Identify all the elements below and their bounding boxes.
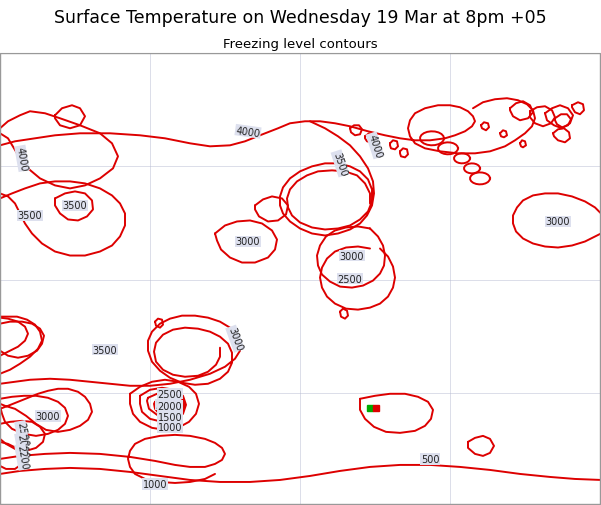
Text: 1500: 1500 — [157, 412, 182, 422]
Text: 3000: 3000 — [226, 326, 244, 352]
Text: 4000: 4000 — [235, 125, 261, 139]
Text: 3500: 3500 — [17, 211, 42, 221]
Text: 2200: 2200 — [15, 444, 29, 470]
Text: 3500: 3500 — [63, 201, 87, 211]
Text: 2000: 2000 — [15, 433, 29, 459]
Text: 1000: 1000 — [143, 479, 167, 489]
Text: 3000: 3000 — [546, 217, 570, 227]
Text: 3000: 3000 — [156, 400, 180, 410]
Text: 3500: 3500 — [93, 345, 117, 355]
Text: 3000: 3000 — [236, 237, 260, 247]
Text: 3000: 3000 — [35, 411, 60, 421]
Text: 3500: 3500 — [331, 151, 349, 177]
Text: 2500: 2500 — [157, 389, 182, 399]
Text: 3000: 3000 — [340, 251, 364, 261]
Text: 500: 500 — [421, 454, 439, 464]
Text: 2000: 2000 — [157, 401, 182, 411]
Text: 2500: 2500 — [15, 421, 29, 447]
Text: 2500: 2500 — [338, 274, 362, 284]
Text: Surface Temperature on Wednesday 19 Mar at 8pm +05: Surface Temperature on Wednesday 19 Mar … — [54, 9, 547, 27]
Text: 1000: 1000 — [157, 422, 182, 432]
Text: Freezing level contours: Freezing level contours — [223, 38, 378, 52]
Text: 4000: 4000 — [367, 133, 383, 159]
Text: 4000: 4000 — [15, 146, 29, 172]
